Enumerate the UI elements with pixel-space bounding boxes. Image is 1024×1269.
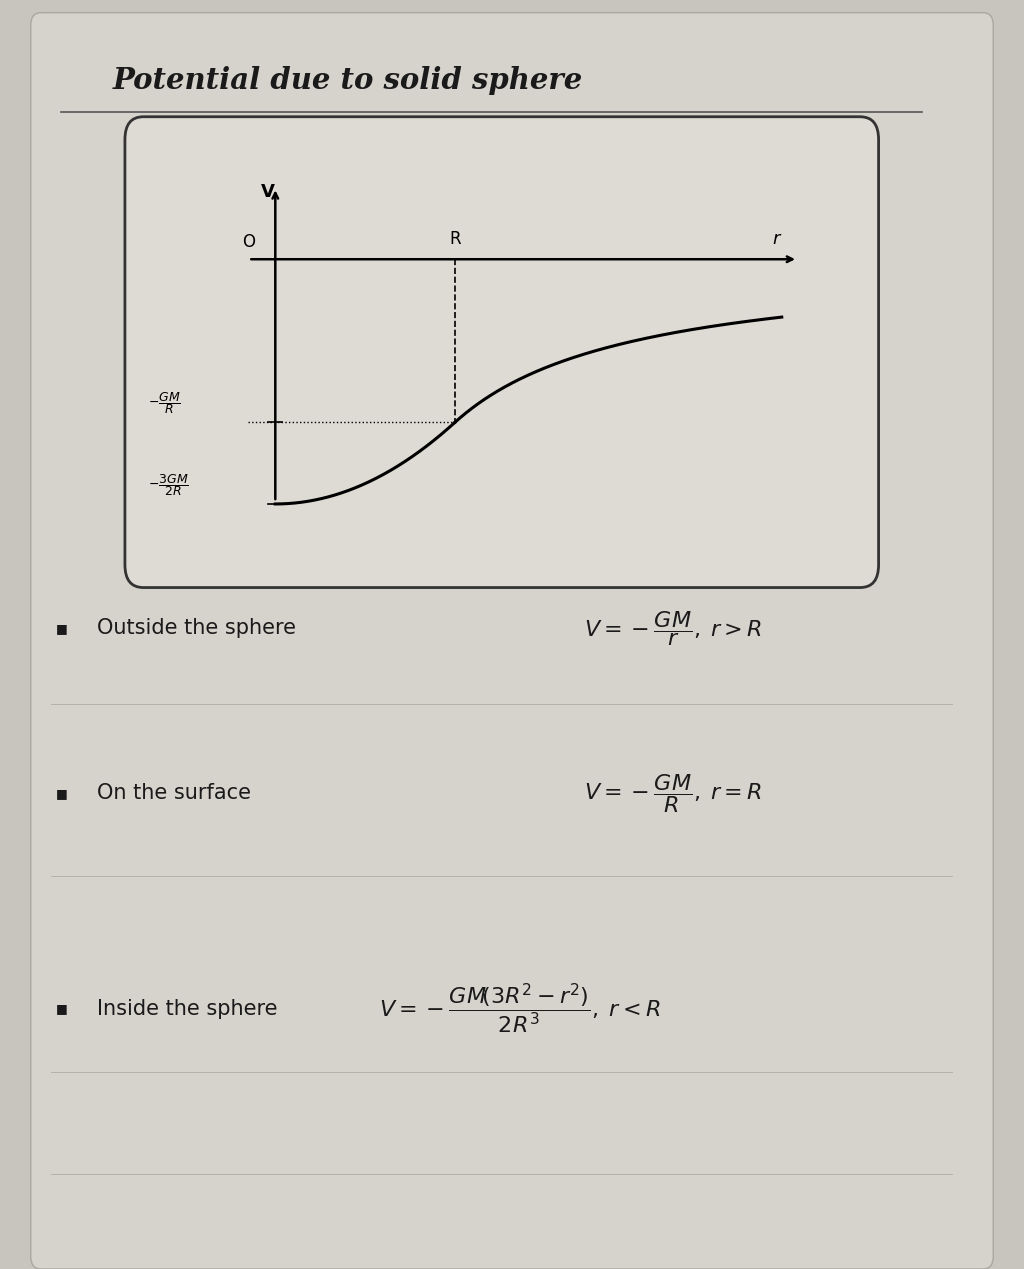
Text: V: V (261, 183, 275, 202)
Text: Outside the sphere: Outside the sphere (97, 618, 296, 638)
Text: r: r (773, 230, 780, 247)
Text: $-\dfrac{3GM}{2R}$: $-\dfrac{3GM}{2R}$ (148, 472, 189, 497)
Text: $V = -\dfrac{GM\!\left(3R^2 - r^2\right)}{2R^3},\; r < R$: $V = -\dfrac{GM\!\left(3R^2 - r^2\right)… (379, 981, 660, 1037)
Text: On the surface: On the surface (97, 783, 251, 803)
Text: $-\dfrac{GM}{R}$: $-\dfrac{GM}{R}$ (148, 390, 181, 416)
Text: $V = -\dfrac{GM}{R},\; r = R$: $V = -\dfrac{GM}{R},\; r = R$ (584, 772, 762, 815)
FancyBboxPatch shape (31, 13, 993, 1269)
Text: R: R (450, 230, 461, 247)
Text: Inside the sphere: Inside the sphere (97, 999, 278, 1019)
FancyBboxPatch shape (125, 117, 879, 588)
Text: $V = -\dfrac{GM}{r},\; r > R$: $V = -\dfrac{GM}{r},\; r > R$ (584, 609, 762, 647)
Text: O: O (242, 233, 255, 251)
Text: ■: ■ (56, 622, 68, 634)
Text: ■: ■ (56, 1003, 68, 1015)
Text: Potential due to solid sphere: Potential due to solid sphere (113, 66, 583, 95)
Text: ■: ■ (56, 787, 68, 799)
